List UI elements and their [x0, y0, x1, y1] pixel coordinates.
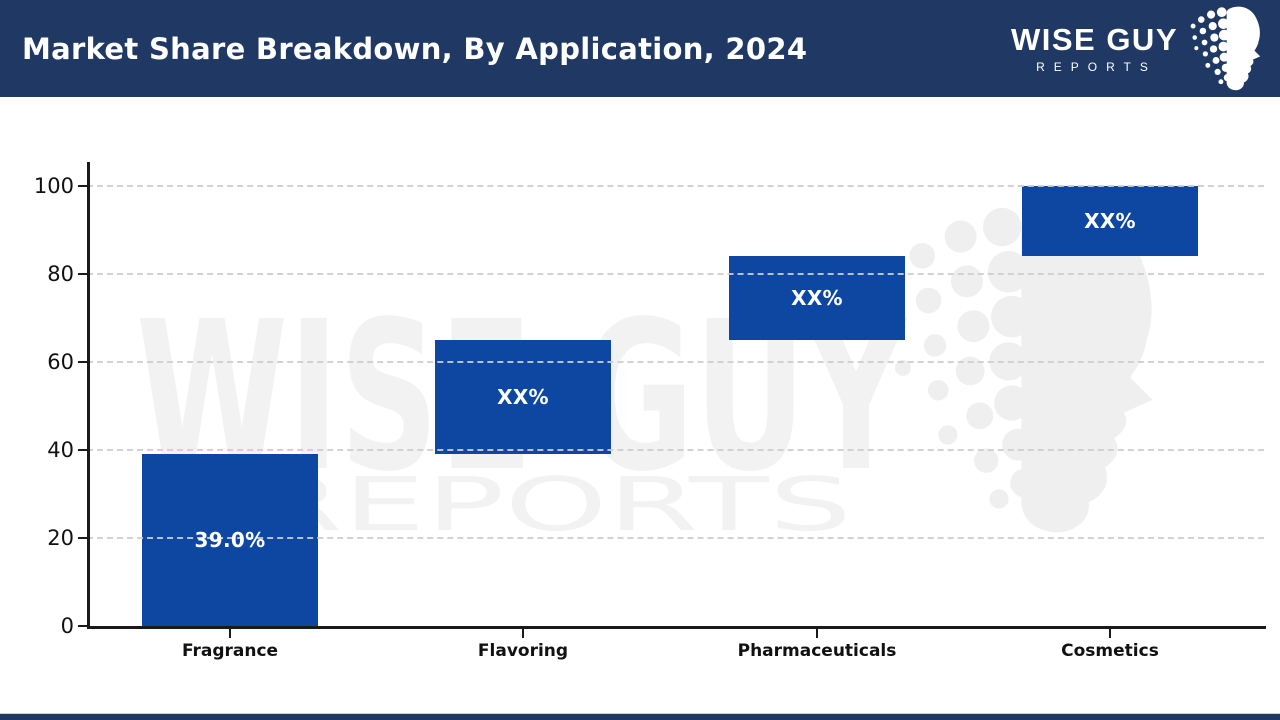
brand-logo-text: WISE GUY REPORTS — [1011, 24, 1178, 74]
bar-flavoring — [435, 340, 611, 455]
x-category-label-fragrance: Fragrance — [181, 641, 279, 661]
y-tick-mark-20 — [78, 537, 87, 539]
gridline-60 — [87, 361, 1264, 363]
watermark-line2: REPORTS — [252, 462, 852, 548]
x-axis-line — [87, 626, 1266, 629]
y-tick-mark-60 — [78, 361, 87, 363]
brand-logo-line2: REPORTS — [1036, 59, 1157, 74]
bar-value-label-pharmaceuticals: XX% — [791, 286, 843, 311]
bar-value-label-cosmetics: XX% — [1084, 209, 1136, 234]
x-tick-mark-fragrance — [229, 629, 231, 638]
y-tick-label-100: 100 — [33, 174, 74, 198]
page-title: Market Share Breakdown, By Application, … — [22, 31, 808, 66]
y-tick-label-0: 0 — [60, 614, 74, 638]
x-category-label-cosmetics: Cosmetics — [1061, 641, 1159, 661]
y-tick-mark-40 — [78, 449, 87, 451]
y-tick-mark-0 — [78, 625, 87, 627]
bar-pharmaceuticals — [729, 256, 905, 340]
y-tick-label-60: 60 — [47, 350, 74, 374]
footer-bar — [0, 713, 1280, 720]
y-tick-mark-100 — [78, 185, 87, 187]
y-tick-label-40: 40 — [47, 438, 74, 462]
x-tick-mark-cosmetics — [1109, 629, 1111, 638]
x-tick-mark-pharmaceuticals — [816, 629, 818, 638]
x-category-label-pharmaceuticals: Pharmaceuticals — [737, 641, 897, 661]
x-tick-mark-flavoring — [522, 629, 524, 638]
brand-logo-line1: WISE GUY — [1010, 22, 1178, 58]
bar-fragrance — [142, 454, 318, 626]
brand-logo: WISE GUY REPORTS — [1011, 6, 1266, 92]
gridline-80 — [87, 273, 1264, 275]
header-bar: Market Share Breakdown, By Application, … — [0, 0, 1280, 97]
gridline-20 — [87, 537, 1264, 539]
gridline-40 — [87, 449, 1264, 451]
bar-value-label-fragrance: 39.0% — [194, 528, 266, 553]
x-category-label-flavoring: Flavoring — [477, 641, 569, 661]
y-tick-label-20: 20 — [47, 526, 74, 550]
brand-head-icon — [1190, 6, 1261, 91]
y-tick-label-80: 80 — [47, 262, 74, 286]
bar-value-label-flavoring: XX% — [497, 385, 549, 410]
y-axis-line — [87, 162, 90, 629]
bar-cosmetics — [1022, 186, 1198, 257]
y-tick-mark-80 — [78, 273, 87, 275]
gridline-100 — [87, 185, 1264, 187]
